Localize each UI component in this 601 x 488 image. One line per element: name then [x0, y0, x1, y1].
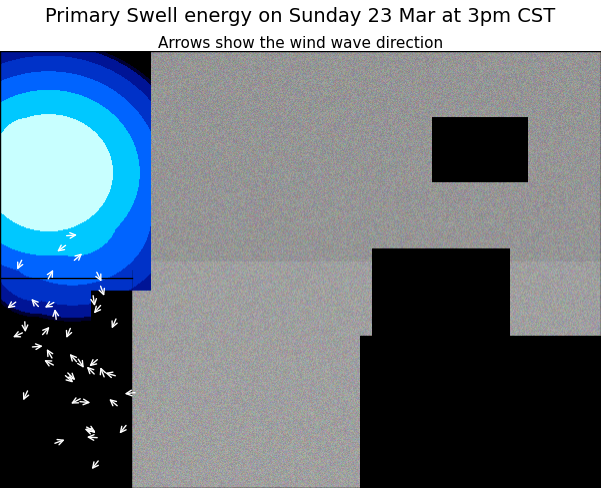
Text: Primary Swell energy on Sunday 23 Mar at 3pm CST: Primary Swell energy on Sunday 23 Mar at… [45, 7, 556, 26]
Text: Arrows show the wind wave direction: Arrows show the wind wave direction [158, 37, 443, 51]
